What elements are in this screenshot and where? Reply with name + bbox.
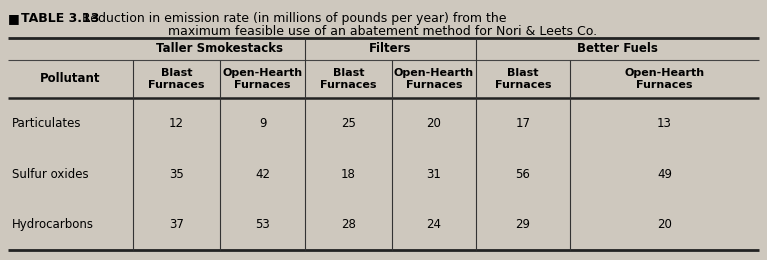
Text: 53: 53 [255, 218, 270, 231]
Text: Taller Smokestacks: Taller Smokestacks [156, 42, 282, 55]
Text: Hydrocarbons: Hydrocarbons [12, 218, 94, 231]
Text: 42: 42 [255, 167, 270, 180]
Text: 31: 31 [426, 167, 442, 180]
Text: 56: 56 [515, 167, 531, 180]
Text: maximum feasible use of an abatement method for Nori & Leets Co.: maximum feasible use of an abatement met… [169, 25, 597, 38]
Text: 49: 49 [657, 167, 672, 180]
Text: Better Fuels: Better Fuels [577, 42, 658, 55]
Text: 24: 24 [426, 218, 442, 231]
Text: Pollutant: Pollutant [40, 73, 100, 86]
Text: Particulates: Particulates [12, 117, 81, 130]
Text: TABLE 3.13: TABLE 3.13 [21, 12, 100, 25]
Text: Blast
Furnaces: Blast Furnaces [148, 68, 205, 90]
Text: Filters: Filters [369, 42, 412, 55]
Text: 25: 25 [341, 117, 356, 130]
Text: Blast
Furnaces: Blast Furnaces [495, 68, 551, 90]
Text: Blast
Furnaces: Blast Furnaces [321, 68, 377, 90]
Text: 29: 29 [515, 218, 531, 231]
Text: 35: 35 [170, 167, 184, 180]
Text: 28: 28 [341, 218, 356, 231]
Text: 13: 13 [657, 117, 672, 130]
Text: Reduction in emission rate (in millions of pounds per year) from the: Reduction in emission rate (in millions … [78, 12, 506, 25]
Text: 17: 17 [515, 117, 531, 130]
Text: Open-Hearth
Furnaces: Open-Hearth Furnaces [394, 68, 474, 90]
Text: Open-Hearth
Furnaces: Open-Hearth Furnaces [222, 68, 302, 90]
Text: 9: 9 [258, 117, 266, 130]
Text: Sulfur oxides: Sulfur oxides [12, 167, 89, 180]
Text: 37: 37 [169, 218, 184, 231]
Text: 20: 20 [426, 117, 442, 130]
Text: 20: 20 [657, 218, 672, 231]
Text: ■: ■ [8, 12, 20, 25]
Text: Open-Hearth
Furnaces: Open-Hearth Furnaces [624, 68, 705, 90]
Text: 12: 12 [169, 117, 184, 130]
Text: 18: 18 [341, 167, 356, 180]
